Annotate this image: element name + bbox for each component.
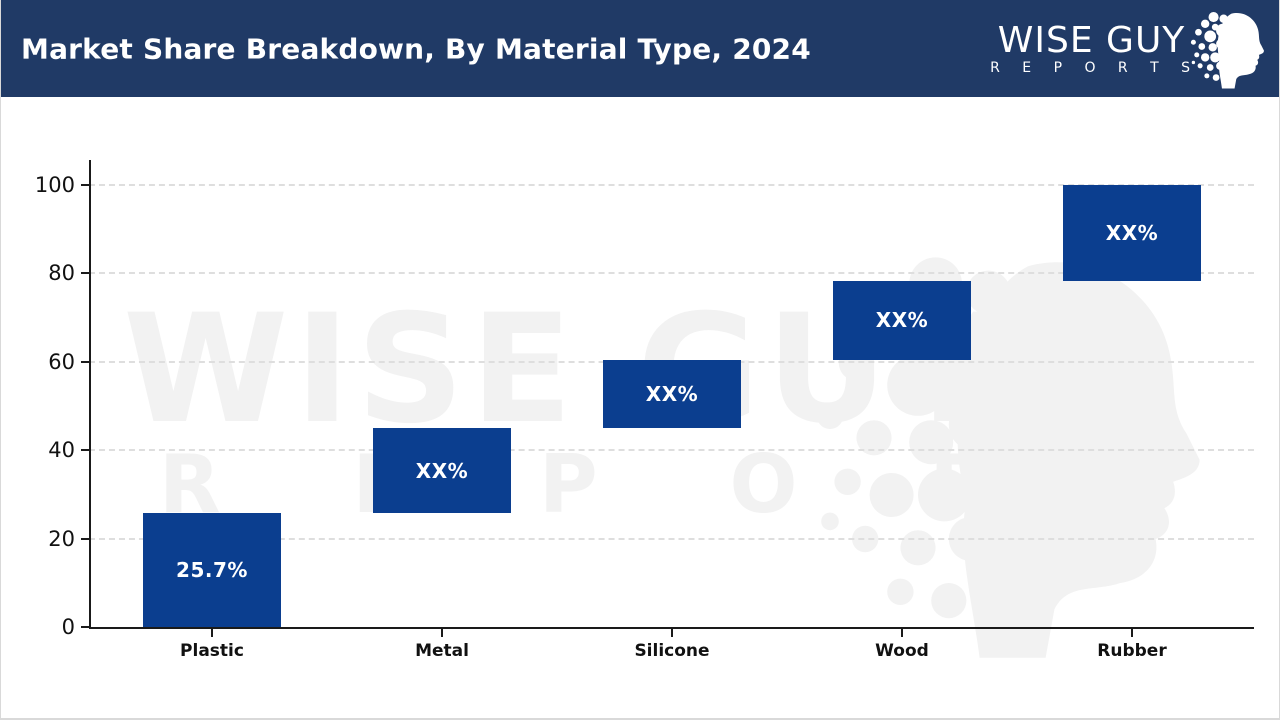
x-axis-line	[89, 627, 1254, 629]
gridline-80	[89, 272, 1254, 275]
y-tick-mark-60	[81, 360, 89, 363]
x-tick-mark-wood	[901, 629, 903, 637]
y-tick-label-0: 0	[61, 615, 75, 639]
y-tick-label-20: 20	[48, 526, 75, 551]
y-tick-mark-100	[81, 184, 89, 186]
wiseguy-logo: WISE GUY R E P O R T S	[984, 4, 1271, 94]
wiseguy-logo-text: WISE GUY R E P O R T S	[984, 19, 1199, 77]
y-axis-line	[89, 160, 91, 629]
bar-value-label-silicone: XX%	[645, 382, 699, 407]
bar-value-label-wood: XX%	[875, 308, 929, 333]
gridline-20	[89, 537, 1254, 540]
x-tick-mark-metal	[441, 629, 443, 637]
bar-value-label-metal: XX%	[415, 458, 469, 483]
gridline-40	[89, 449, 1254, 452]
x-tick-label-wood: Wood	[875, 641, 929, 661]
y-tick-mark-80	[81, 272, 89, 275]
header-bar: Market Share Breakdown, By Material Type…	[1, 0, 1279, 97]
x-tick-mark-silicone	[671, 629, 673, 637]
x-tick-label-metal: Metal	[415, 641, 469, 661]
x-tick-label-plastic: Plastic	[180, 641, 244, 661]
y-tick-label-80: 80	[48, 261, 75, 286]
bar-value-label-plastic: 25.7%	[176, 558, 248, 583]
y-tick-label-100: 100	[34, 173, 75, 197]
bar-value-label-rubber: XX%	[1105, 220, 1159, 245]
x-tick-mark-plastic	[211, 629, 213, 637]
wiseguy-logo-wordmark: WISE GUY	[997, 19, 1186, 61]
bar-plastic: 25.7%	[143, 513, 281, 627]
x-tick-label-silicone: Silicone	[634, 641, 710, 661]
bar-metal: XX%	[373, 428, 511, 514]
x-tick-mark-rubber	[1131, 629, 1133, 637]
y-tick-mark-20	[81, 537, 89, 540]
chart-title: Market Share Breakdown, By Material Type…	[21, 32, 811, 65]
y-tick-mark-0	[81, 626, 89, 628]
y-tick-label-40: 40	[48, 438, 75, 463]
bar-rubber: XX%	[1063, 185, 1201, 281]
x-tick-label-rubber: Rubber	[1097, 641, 1167, 661]
y-tick-label-60: 60	[48, 349, 75, 374]
wiseguy-logo-subtext: R E P O R T S	[990, 60, 1199, 77]
y-tick-mark-40	[81, 449, 89, 452]
gridline-100	[89, 184, 1254, 186]
bar-wood: XX%	[833, 280, 971, 360]
wiseguy-logo-face-icon	[1190, 12, 1264, 89]
bar-silicone: XX%	[603, 360, 741, 429]
